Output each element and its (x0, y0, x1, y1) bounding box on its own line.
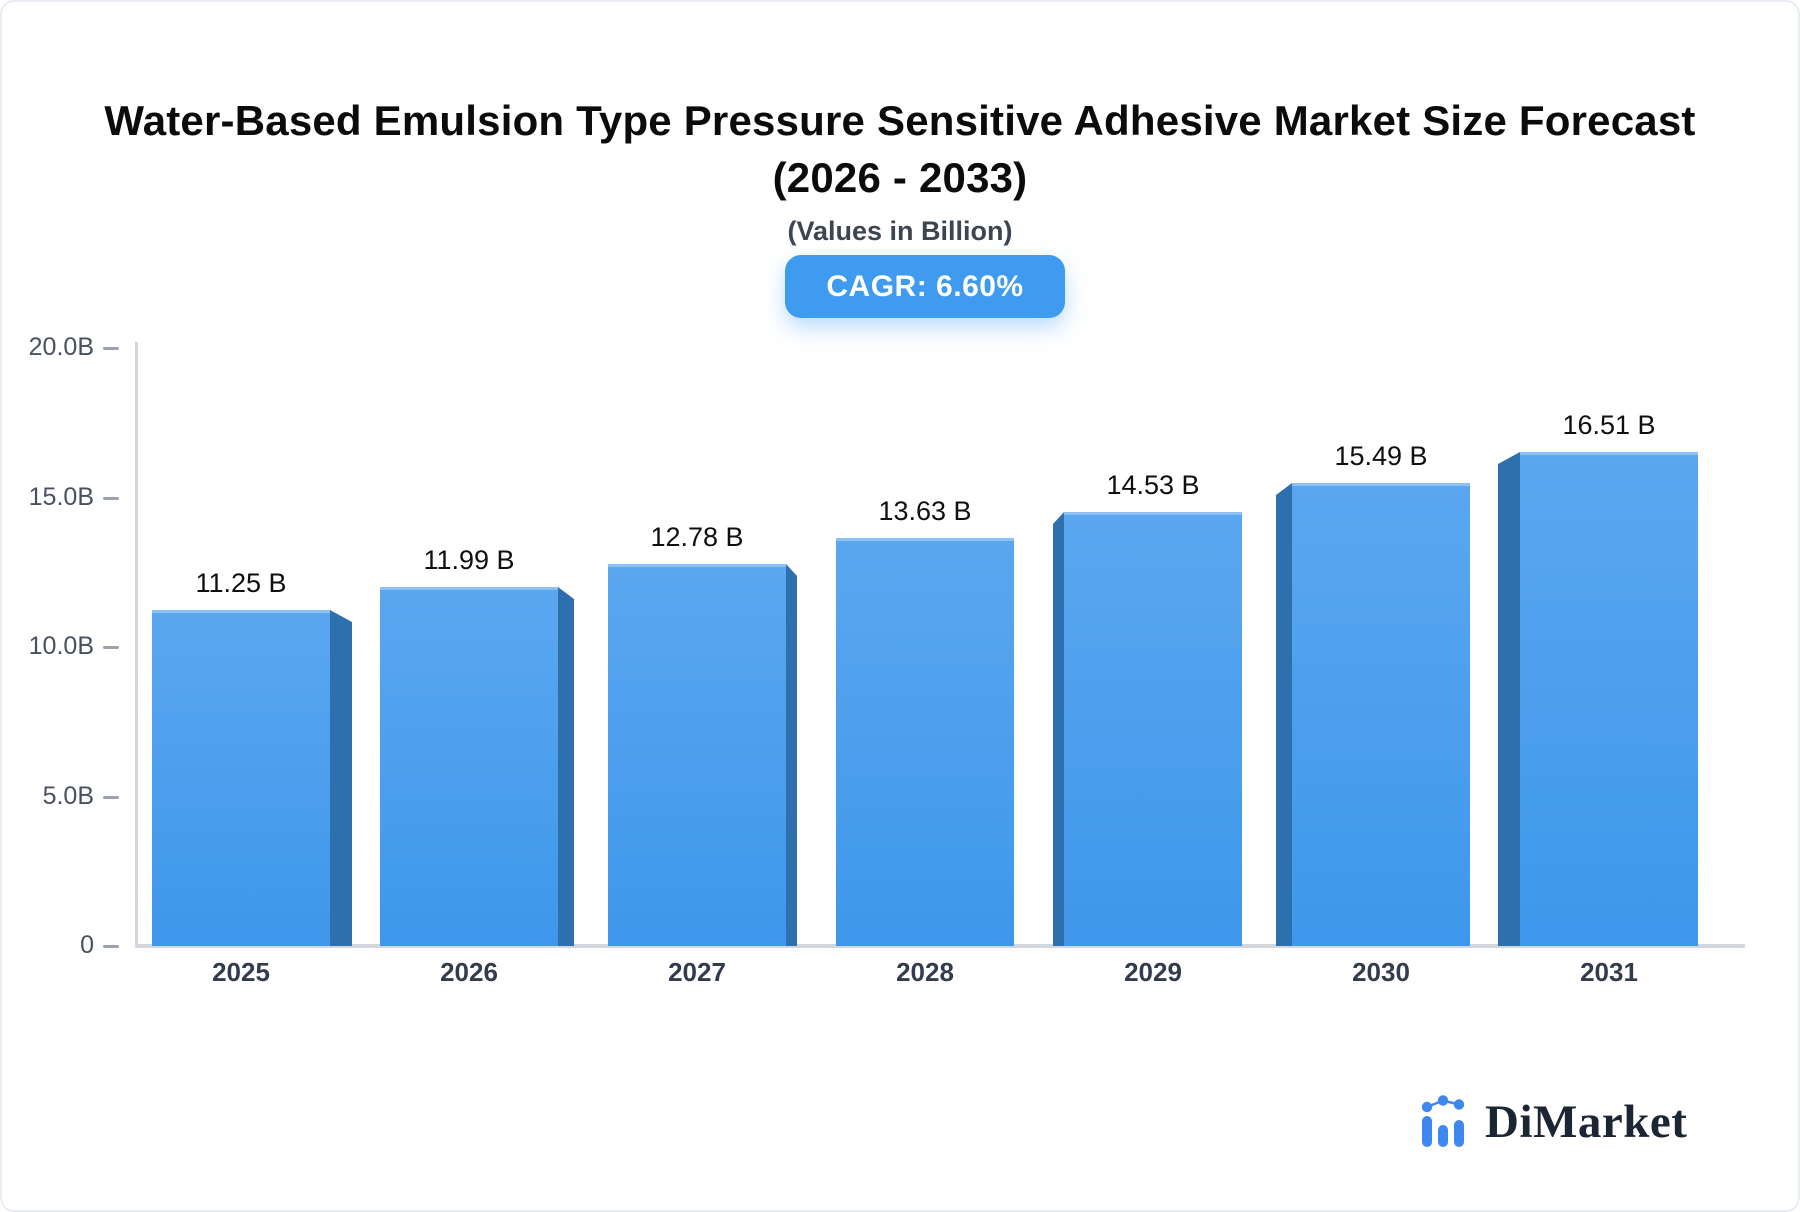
y-axis-tick-label-2: 10.0B (28, 632, 94, 660)
x-axis-label-2029: 2029 (1124, 957, 1182, 987)
bar-side-3d (786, 564, 797, 946)
bar-side-3d (1498, 452, 1520, 946)
chart-subtitle: (Values in Billion) (787, 216, 1013, 246)
y-axis-tick-3 (103, 795, 119, 799)
x-axis-label-2026: 2026 (440, 957, 498, 987)
x-axis-label-2030: 2030 (1352, 957, 1410, 987)
bar-side-3d (1053, 512, 1064, 946)
bar-2026[interactable] (380, 587, 574, 946)
y-axis-tick-1 (103, 496, 119, 500)
y-axis-tick-label-1: 15.0B (28, 482, 94, 511)
bar-value-label: 15.49 B (1334, 441, 1428, 471)
y-axis-tick-4 (103, 945, 119, 948)
bar-value-label: 13.63 B (878, 496, 972, 526)
x-axis-label-2028: 2028 (896, 957, 954, 987)
bar-value-label: 14.53 B (1106, 470, 1200, 500)
y-axis-tick-label-4: 0 (80, 931, 94, 959)
bar-face (1064, 512, 1242, 946)
bar-2027[interactable] (608, 564, 797, 946)
cagr-badge: CAGR: 6.60% (785, 255, 1065, 318)
bar-2028[interactable] (836, 538, 1014, 946)
bar-value-label: 11.99 B (423, 545, 515, 575)
y-axis-tick-2 (103, 646, 119, 649)
bar-side-3d (330, 610, 352, 946)
bar-face (608, 564, 786, 946)
y-axis-line (135, 342, 138, 948)
x-axis-line (135, 944, 1745, 948)
bar-2029[interactable] (1053, 512, 1242, 946)
bar-face (836, 538, 1014, 946)
dimarket-logo-icon (1421, 1095, 1465, 1147)
dimarket-logo: DiMarket (1418, 1094, 1687, 1150)
bar-face (380, 587, 558, 946)
chart-header: Water-Based Emulsion Type Pressure Sensi… (42, 92, 1758, 247)
bar-side-3d (558, 587, 574, 946)
bar-value-label: 12.78 B (650, 522, 744, 552)
bar-2030[interactable] (1276, 483, 1470, 946)
x-axis-label-2025: 2025 (212, 957, 270, 987)
bar-2025[interactable] (152, 610, 352, 946)
x-axis-label-2031: 2031 (1580, 957, 1638, 987)
bar-face (1292, 483, 1470, 946)
y-axis-tick-label-3: 5.0B (42, 781, 94, 810)
bar-value-label: 16.51 B (1562, 410, 1656, 440)
bar-2031[interactable] (1498, 452, 1698, 946)
dimarket-logo-text: DiMarket (1485, 1096, 1688, 1148)
bar-face (1520, 452, 1698, 946)
bar-value-label: 11.25 B (195, 568, 287, 598)
bar-side-3d (1276, 483, 1292, 946)
y-axis-tick-label-0: 20.0B (28, 333, 94, 361)
chart-title-line2: (2026 - 2033) (772, 154, 1028, 201)
y-axis-tick-0 (103, 347, 119, 350)
x-axis-label-2027: 2027 (668, 957, 726, 987)
bar-face (152, 610, 330, 946)
chart-title-line1: Water-Based Emulsion Type Pressure Sensi… (104, 97, 1696, 144)
